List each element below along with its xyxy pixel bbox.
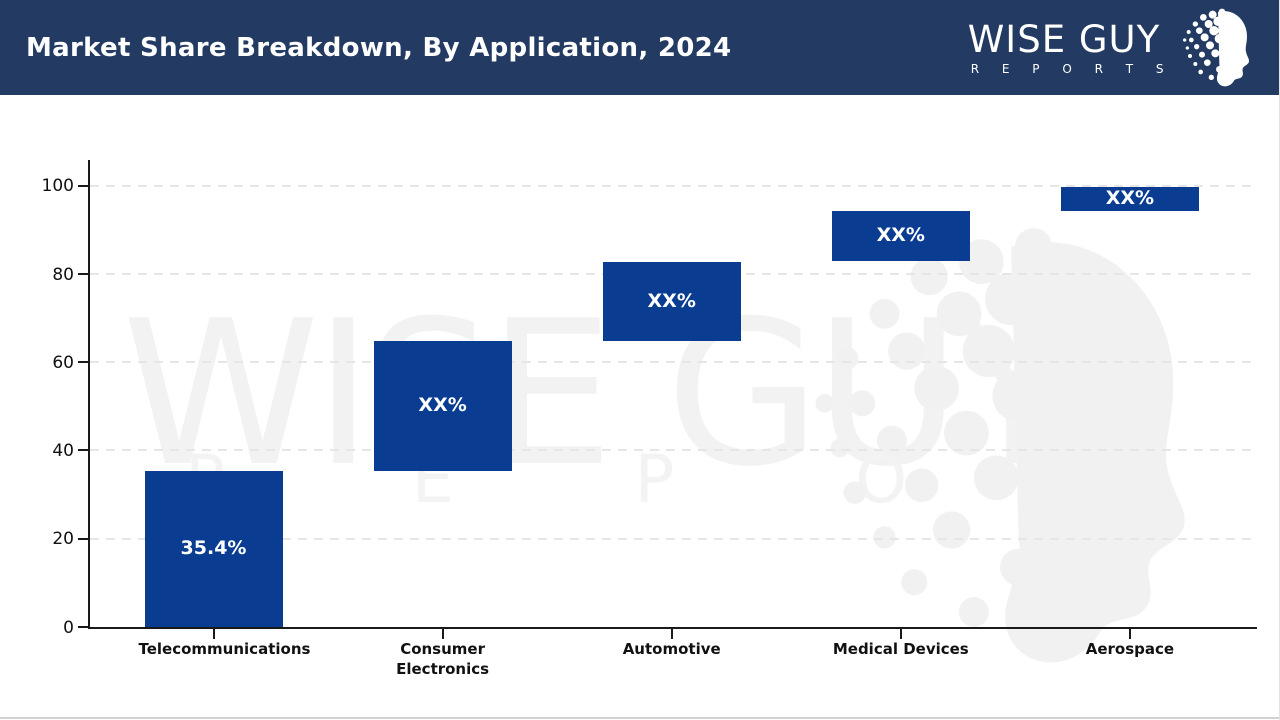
grid-line: [90, 537, 1257, 540]
y-tick-label: 100: [41, 176, 74, 197]
bar: 35.4%: [144, 470, 283, 627]
x-tick-mark: [670, 629, 673, 639]
x-category-label: Medical Devices: [832, 640, 969, 658]
wiseguy-head-icon: [1179, 8, 1253, 88]
bar: XX%: [373, 340, 512, 471]
grid-line: [90, 184, 1257, 187]
x-tick-mark: [212, 629, 215, 639]
y-tick-mark: [78, 184, 88, 187]
bar: XX%: [1060, 186, 1199, 211]
x-category-label: Aerospace: [1085, 640, 1175, 658]
y-tick-label: 0: [63, 617, 74, 638]
bar-value-label: XX%: [418, 394, 467, 417]
y-tick-label: 40: [52, 441, 74, 462]
y-tick-mark: [78, 537, 88, 540]
bar-value-label: XX%: [647, 290, 696, 313]
y-tick-mark: [78, 449, 88, 452]
x-category-label: Consumer Electronics: [396, 640, 490, 679]
bar-value-label: XX%: [1105, 187, 1155, 210]
logo-wordmark: WISE GUY: [967, 17, 1161, 61]
y-tick-mark: [78, 272, 88, 275]
chart-region: WISE GUY R E P O R T S 02040608010035.4%…: [0, 95, 1279, 718]
y-tick-label: 20: [52, 529, 74, 550]
y-tick-label: 80: [52, 264, 74, 285]
wiseguy-logo: WISE GUY R E P O R T S: [968, 8, 1253, 88]
y-tick-mark: [78, 361, 88, 364]
bar: XX%: [602, 262, 741, 341]
x-tick-mark: [899, 629, 902, 639]
bar-value-label: XX%: [876, 224, 925, 247]
y-tick-mark: [78, 626, 88, 628]
x-category-label: Automotive: [622, 640, 721, 658]
x-tick-mark: [441, 629, 444, 639]
header-bar: Market Share Breakdown, By Application, …: [0, 0, 1279, 95]
plot-area: 0 20 40 60 80 100 35.4% XX% XX% XX% XX% Telecommuni…: [42, 160, 1257, 678]
x-category-label: Telecommunications: [138, 640, 311, 658]
y-tick-label: 60: [52, 352, 74, 373]
x-tick-mark: [1128, 629, 1131, 639]
bar-value-label: 35.4%: [180, 537, 247, 560]
logo-subtext: R E P O R T S: [970, 61, 1173, 76]
bar: XX%: [831, 210, 970, 262]
page-title: Market Share Breakdown, By Application, …: [26, 32, 732, 63]
bottom-border-line: [0, 717, 1279, 719]
grid-line: [90, 361, 1257, 364]
grid-line: [90, 449, 1257, 452]
